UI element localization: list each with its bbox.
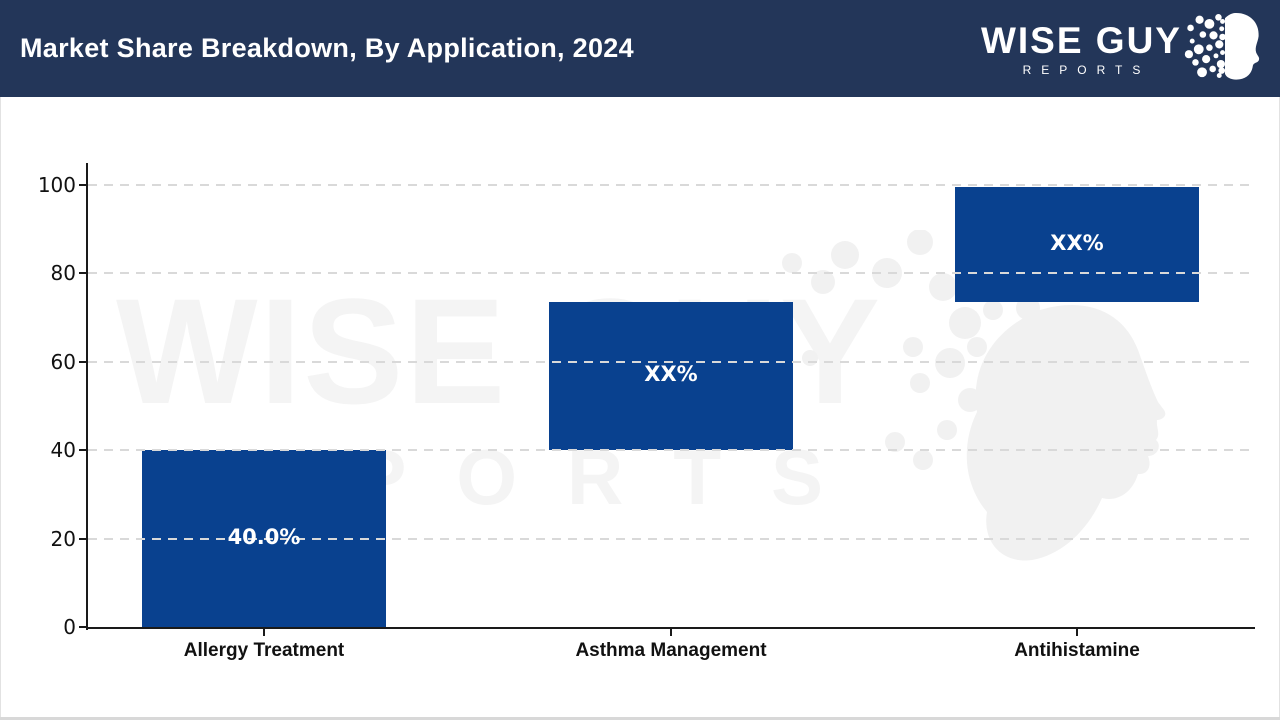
header-bar: Market Share Breakdown, By Application, … xyxy=(0,0,1280,97)
page-border-bottom xyxy=(0,717,1280,720)
x-category-label-allergy-treatment: Allergy Treatment xyxy=(183,640,345,661)
y-tick-label-60: 60 xyxy=(50,349,76,374)
dotted-head-profile-icon xyxy=(1184,4,1266,93)
bar-asthma-management xyxy=(549,302,793,451)
y-axis-tick-80 xyxy=(79,272,86,275)
bar-value-label-allergy-treatment: 40.0% xyxy=(227,524,301,549)
x-axis-tick-asthma-management xyxy=(670,629,672,636)
y-axis-tick-0 xyxy=(79,626,86,628)
brand-logo-text: WISE GUY REPORTS xyxy=(981,22,1182,76)
gridline-y-20 xyxy=(88,537,1255,540)
gridline-y-40 xyxy=(88,449,1255,452)
page-title: Market Share Breakdown, By Application, … xyxy=(20,33,634,63)
y-tick-label-80: 80 xyxy=(50,261,76,286)
y-axis-tick-60 xyxy=(79,360,86,363)
gridline-y-100 xyxy=(88,184,1255,186)
y-axis-tick-100 xyxy=(79,184,86,186)
x-axis-line xyxy=(86,627,1255,629)
x-category-label-asthma-management: Asthma Management xyxy=(575,640,767,661)
y-tick-label-0: 0 xyxy=(63,615,76,639)
y-axis-tick-40 xyxy=(79,449,86,452)
gridline-y-60 xyxy=(88,360,1255,363)
y-tick-label-20: 20 xyxy=(50,526,76,551)
dotted-head-profile-watermark xyxy=(770,229,1180,585)
x-axis-tick-allergy-treatment xyxy=(263,629,265,636)
x-axis-tick-antihistamine xyxy=(1076,629,1078,636)
page-border-left xyxy=(0,97,1,720)
bar-value-label-antihistamine: XX% xyxy=(1050,230,1104,255)
bar-antihistamine xyxy=(955,187,1199,303)
gridline-y-80 xyxy=(88,272,1255,275)
brand-name: WISE GUY xyxy=(980,19,1182,61)
bar-value-label-asthma-management: XX% xyxy=(644,362,698,387)
brand-logo: WISE GUY REPORTS xyxy=(981,4,1266,93)
brand-subtitle: REPORTS xyxy=(1022,62,1151,77)
y-axis-line xyxy=(86,163,88,630)
x-category-label-antihistamine: Antihistamine xyxy=(1014,640,1140,661)
y-axis-tick-20 xyxy=(79,537,86,540)
y-tick-label-40: 40 xyxy=(50,438,76,463)
y-tick-label-100: 100 xyxy=(37,173,76,197)
